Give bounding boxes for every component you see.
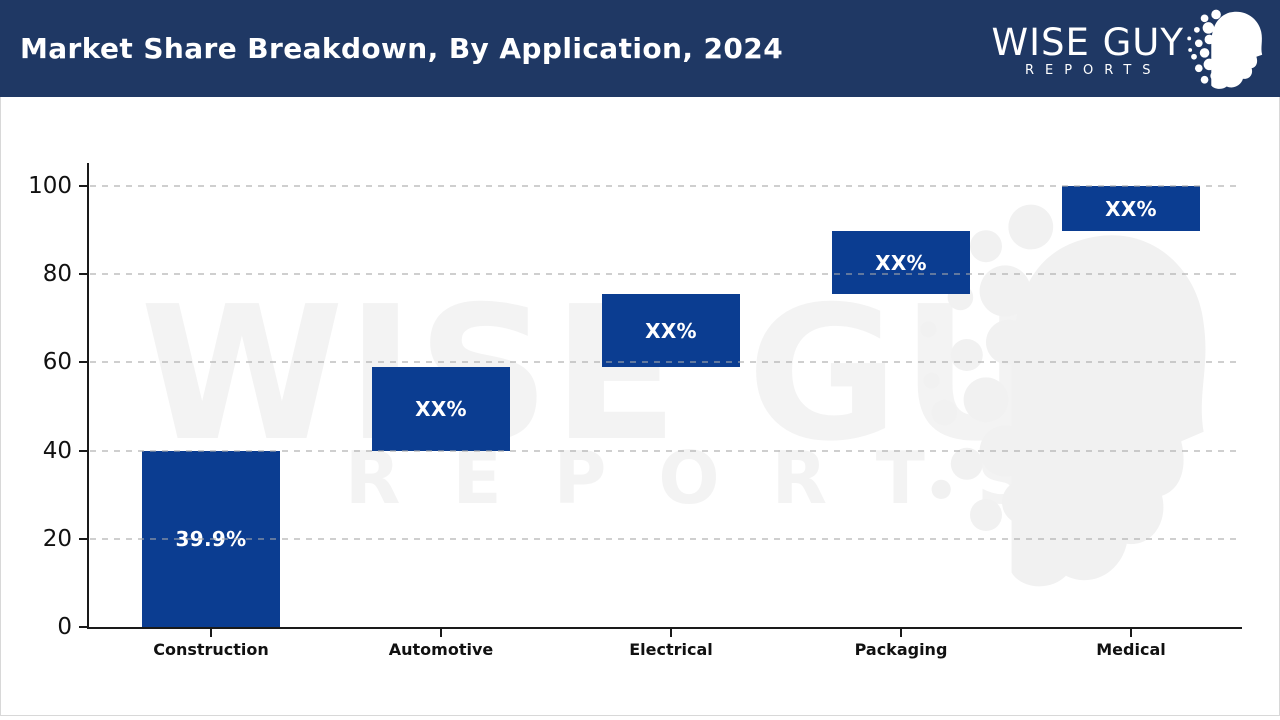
y-tick-label-80: 80 xyxy=(42,261,72,288)
x-tick-label-medical: Medical xyxy=(1096,640,1166,659)
y-tick-label-100: 100 xyxy=(28,173,72,199)
y-tick-mark-60 xyxy=(79,361,87,364)
y-tick-mark-100 xyxy=(79,185,87,187)
x-tick-mark-medical xyxy=(1130,629,1132,637)
y-tick-mark-0 xyxy=(79,626,87,628)
y-tick-label-40: 40 xyxy=(42,437,72,464)
x-tick-label-packaging: Packaging xyxy=(854,640,948,659)
x-tick-mark-construction xyxy=(210,629,212,637)
gridline-20 xyxy=(90,537,1240,540)
bar-value-label-automotive: XX% xyxy=(415,396,467,421)
y-tick-mark-20 xyxy=(79,537,87,540)
x-tick-label-automotive: Automotive xyxy=(388,640,494,659)
gridline-40 xyxy=(90,449,1240,452)
gridline-80 xyxy=(90,273,1240,276)
x-tick-mark-automotive xyxy=(440,629,442,637)
x-tick-mark-electrical xyxy=(670,629,672,637)
x-tick-label-construction: Construction xyxy=(153,640,269,659)
y-tick-label-20: 20 xyxy=(42,525,72,552)
bar-automotive: XX% xyxy=(372,366,510,452)
x-axis-spine xyxy=(87,627,1242,629)
header-bar: Market Share Breakdown, By Application, … xyxy=(0,0,1280,97)
watermark-reports-text: REPORTS xyxy=(345,436,1081,520)
y-tick-mark-80 xyxy=(79,273,87,276)
bar-electrical: XX% xyxy=(602,294,740,367)
bar-medical: XX% xyxy=(1062,186,1200,232)
logo-wiseguy-text: WISE GUY xyxy=(991,20,1184,64)
x-tick-mark-packaging xyxy=(900,629,902,637)
y-tick-mark-40 xyxy=(79,449,87,452)
page-title: Market Share Breakdown, By Application, … xyxy=(20,32,784,65)
gridline-100 xyxy=(90,185,1240,187)
wiseguy-logo: WISE GUY REPORTS xyxy=(992,6,1266,94)
bar-packaging: XX% xyxy=(832,231,970,295)
y-axis-spine xyxy=(87,163,89,629)
logo-wordmark: WISE GUY REPORTS xyxy=(992,24,1184,77)
bar-value-label-packaging: XX% xyxy=(875,250,927,275)
x-tick-label-electrical: Electrical xyxy=(629,640,713,659)
bar-value-label-electrical: XX% xyxy=(645,318,697,343)
y-tick-label-60: 60 xyxy=(42,349,72,376)
y-tick-label-0: 0 xyxy=(57,614,72,640)
logo-face-icon xyxy=(1187,9,1263,89)
logo-reports-text: REPORTS xyxy=(1024,62,1162,78)
bar-value-label-medical: XX% xyxy=(1105,196,1157,221)
gridline-60 xyxy=(90,361,1240,364)
